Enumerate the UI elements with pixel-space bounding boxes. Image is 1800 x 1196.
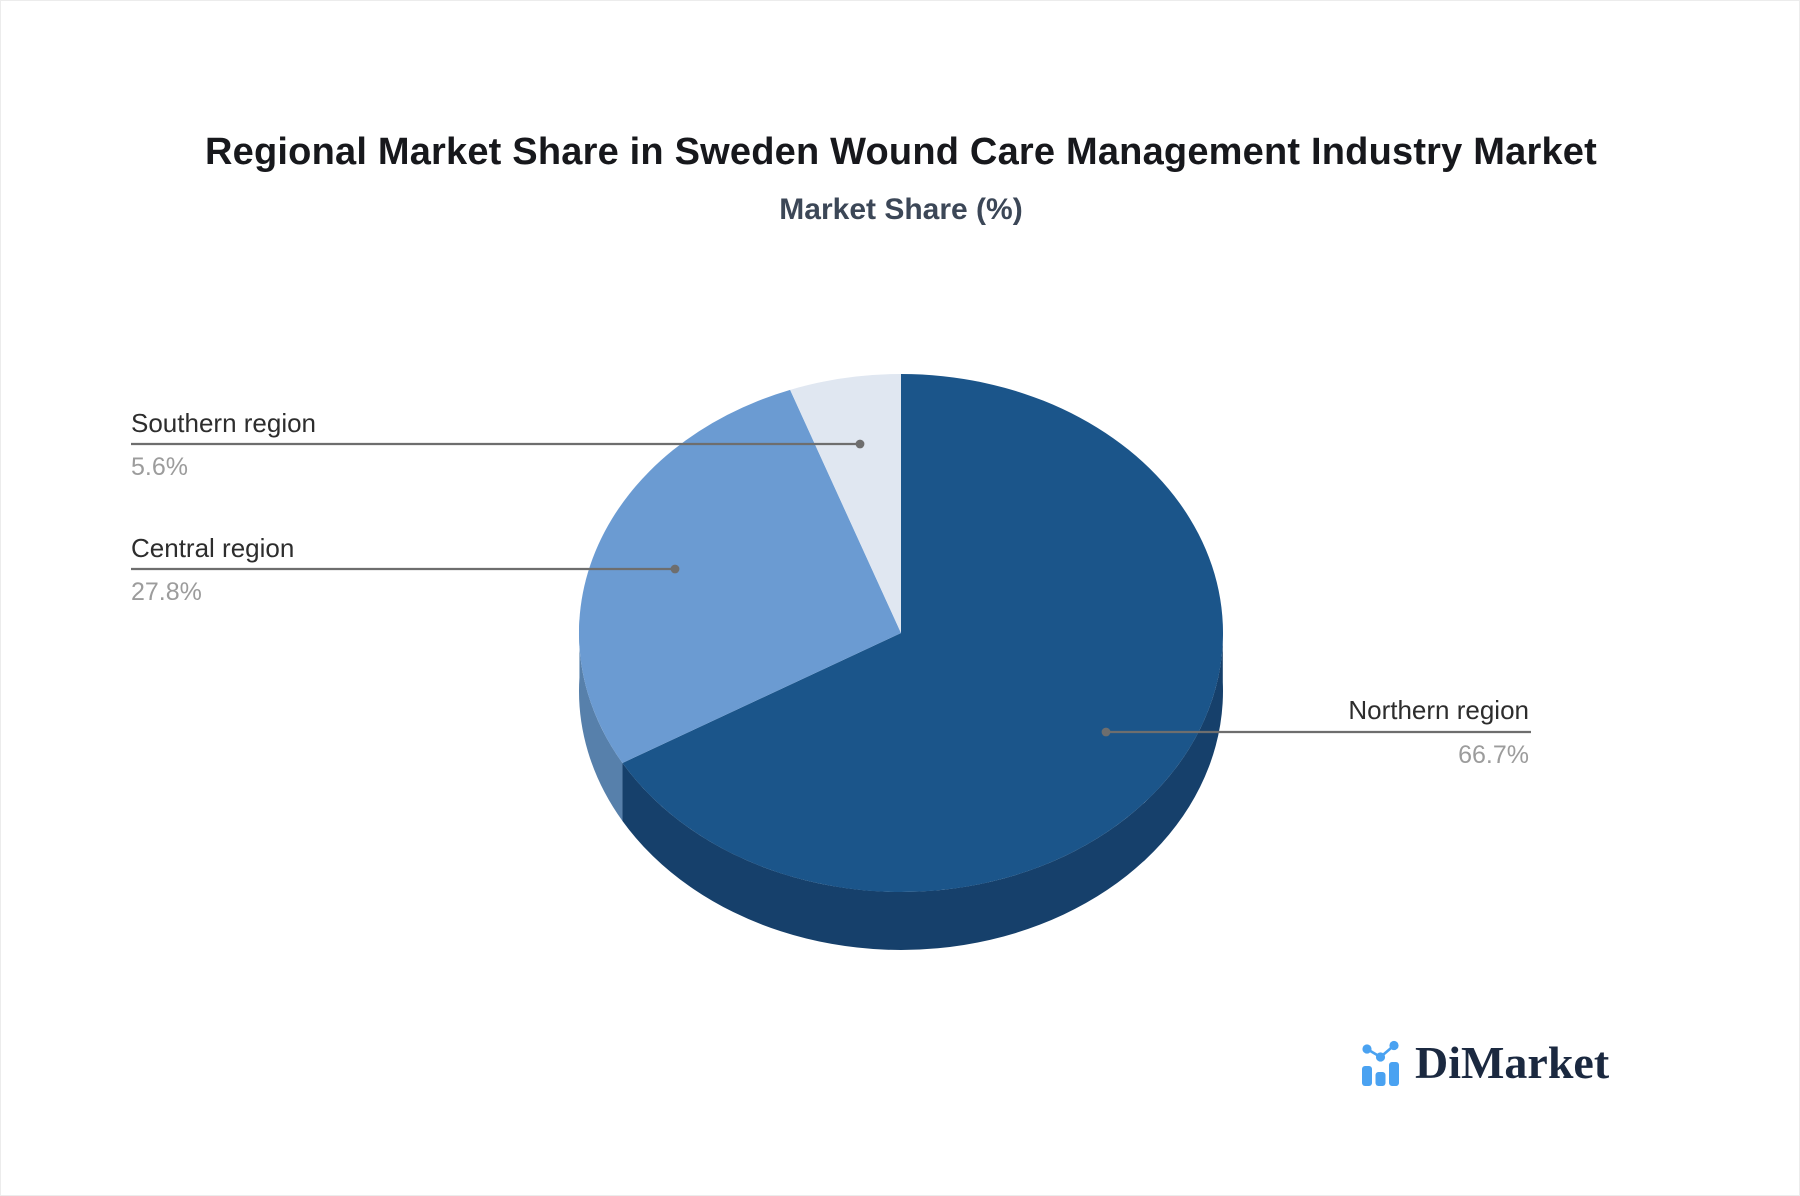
leader-dot-southern-region [855, 439, 865, 449]
label-southern-region: Southern region [131, 408, 317, 438]
value-central-region: 27.8% [131, 578, 202, 606]
pie-slice-northern-region[interactable] [622, 374, 1224, 892]
pie-slice-side-central-region [578, 619, 623, 821]
pie-slice-southern-region[interactable] [790, 374, 901, 633]
pie-slice-side-northern-region [622, 623, 1223, 950]
leader-dot-northern-region [1101, 727, 1111, 737]
value-southern-region: 5.6% [131, 453, 188, 481]
chart-title: Regional Market Share in Sweden Wound Ca… [205, 131, 1597, 173]
label-northern-region: Northern region [1348, 695, 1529, 725]
label-central-region: Central region [131, 533, 295, 563]
brand-logo-text: DiMarket [1415, 1037, 1610, 1088]
value-northern-region: 66.7% [1458, 741, 1529, 769]
leader-dot-central-region [670, 564, 680, 574]
pie-slice-central-region[interactable] [579, 389, 901, 763]
brand-logo: DiMarket [1361, 1039, 1609, 1087]
chart-subtitle: Market Share (%) [779, 193, 1023, 226]
bar-chart-trend-icon [1362, 1040, 1399, 1086]
